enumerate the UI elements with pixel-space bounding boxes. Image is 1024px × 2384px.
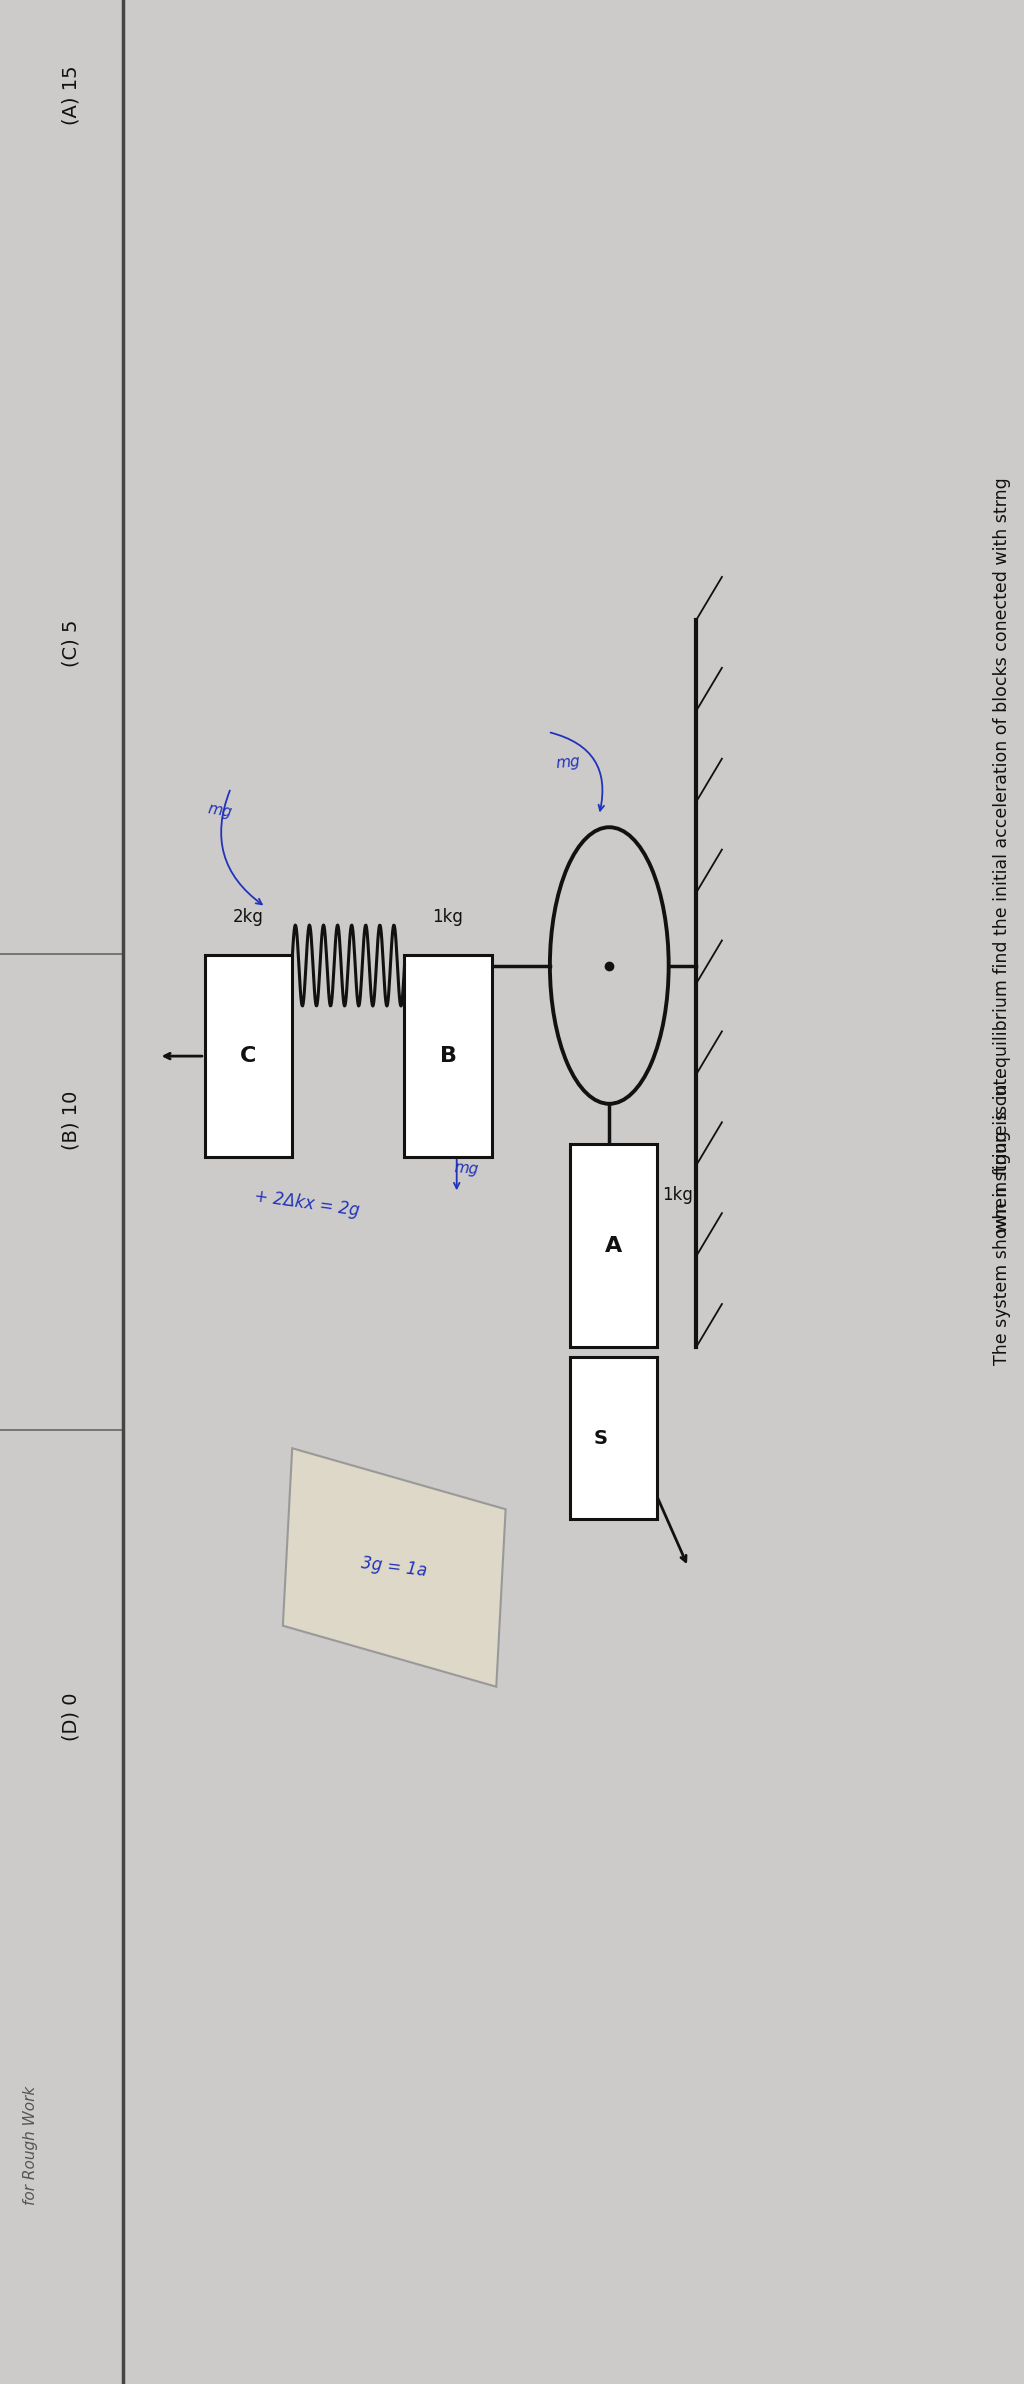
Text: when string is cut.: when string is cut. [993, 1073, 1012, 1233]
Text: 1kg: 1kg [432, 908, 464, 925]
Text: B: B [439, 1047, 457, 1066]
Text: (A) 15: (A) 15 [61, 64, 81, 126]
Text: The system shown in figure is in equilibrium find the initial acceleration of bl: The system shown in figure is in equilib… [993, 477, 1012, 1364]
Text: 1kg: 1kg [663, 1185, 693, 1204]
Text: (D) 0: (D) 0 [61, 1693, 81, 1740]
Text: mg: mg [207, 801, 233, 820]
Text: + 2Δkx = 2g: + 2Δkx = 2g [253, 1187, 361, 1221]
Text: S: S [594, 1428, 608, 1447]
Text: (C) 5: (C) 5 [61, 620, 81, 668]
FancyBboxPatch shape [205, 954, 292, 1156]
FancyBboxPatch shape [570, 1144, 657, 1347]
FancyBboxPatch shape [404, 954, 492, 1156]
Text: mg: mg [453, 1159, 479, 1178]
Text: C: C [241, 1047, 256, 1066]
FancyBboxPatch shape [570, 1356, 657, 1519]
Text: A: A [605, 1235, 623, 1256]
FancyBboxPatch shape [283, 1447, 506, 1688]
Text: for Rough Work: for Rough Work [24, 2086, 38, 2205]
Text: (B) 10: (B) 10 [61, 1092, 81, 1149]
Text: 3g = 1a: 3g = 1a [360, 1554, 428, 1581]
Text: 2kg: 2kg [232, 908, 264, 925]
Text: mg: mg [555, 753, 582, 772]
